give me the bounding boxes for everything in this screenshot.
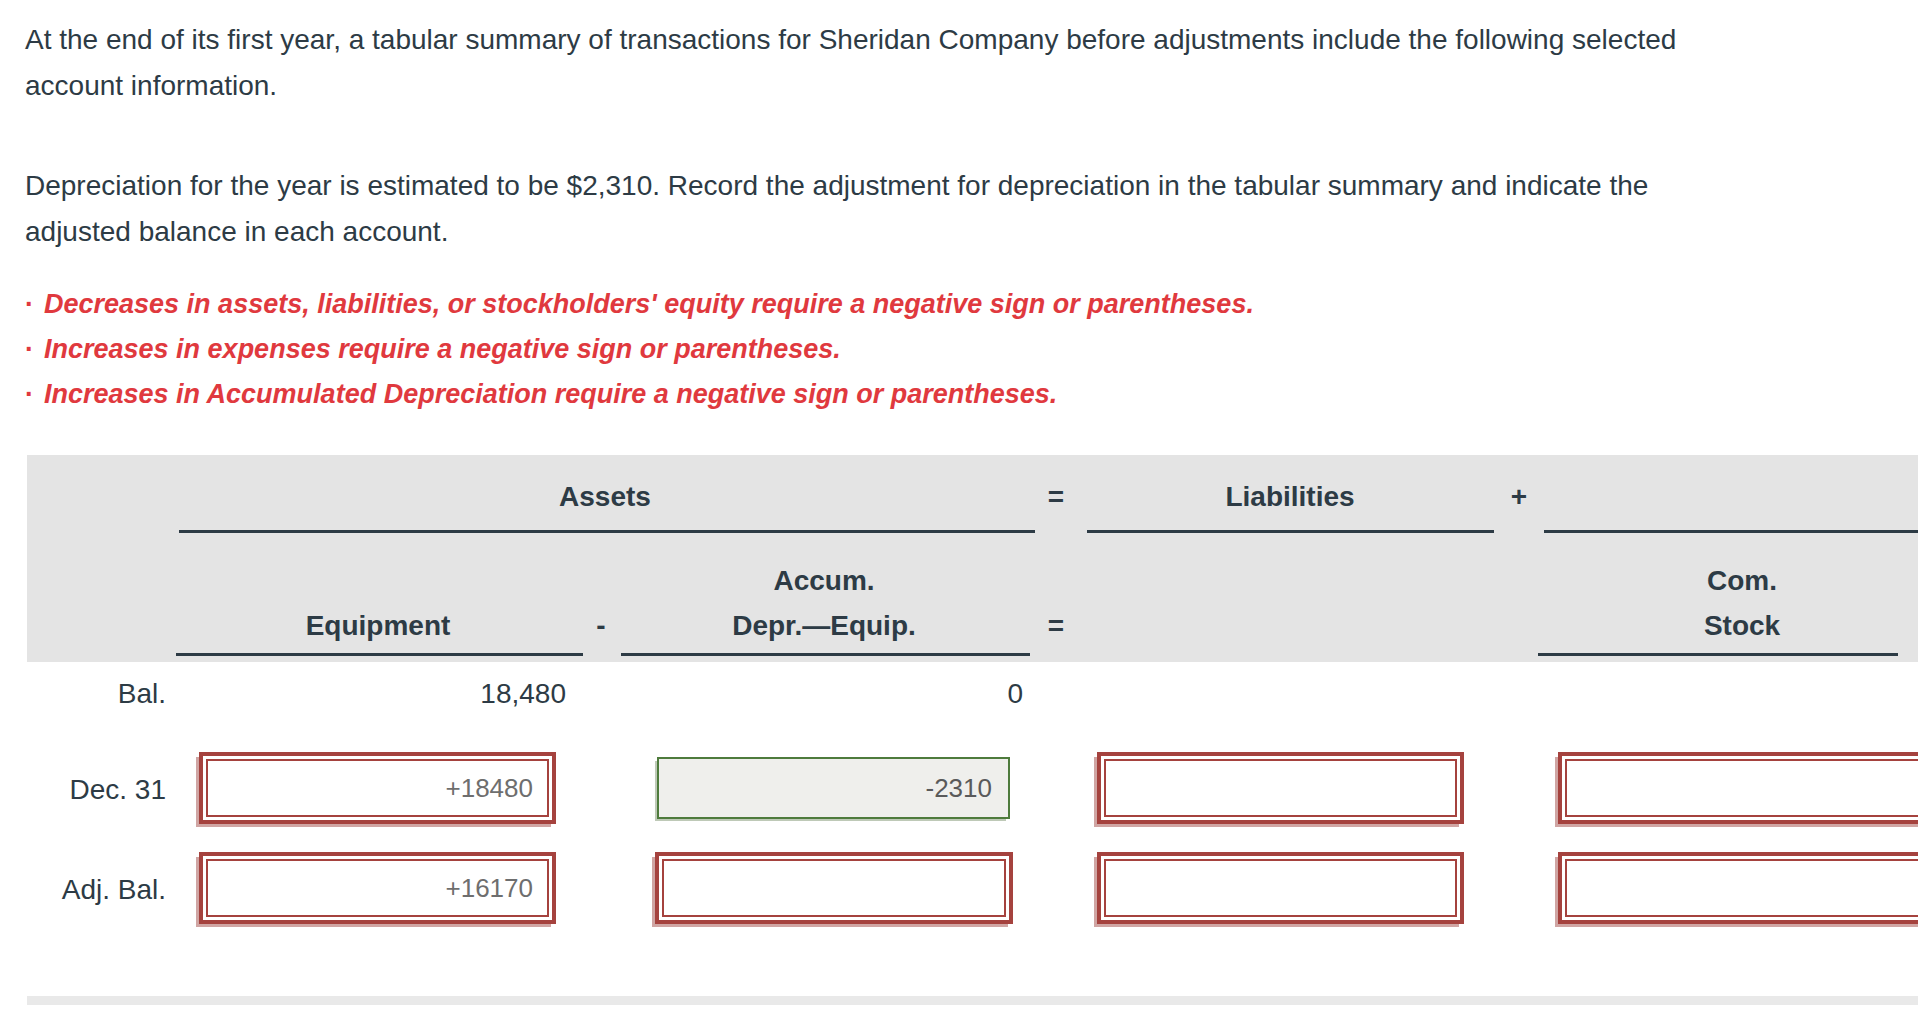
accum-depr-header-line2: Depr.—Equip.: [732, 610, 916, 642]
liabilities-header: Liabilities: [1225, 481, 1354, 513]
instruction-text: Increases in expenses require a negative…: [44, 334, 841, 364]
instruction-item: · Decreases in assets, liabilities, or st…: [25, 282, 1254, 327]
instruction-list: · Decreases in assets, liabilities, or st…: [25, 282, 1254, 417]
equity-group-underline: [1544, 530, 1918, 533]
adj-accum-depr-error-ring: [655, 852, 1013, 924]
instruction-text: Increases in Accumulated Depreciation re…: [44, 379, 1057, 409]
liabilities-group-underline: [1087, 530, 1494, 533]
com-stock-underline: [1538, 653, 1898, 656]
equals-sign-row2: =: [1048, 610, 1064, 642]
assets-group-underline: [179, 530, 1035, 533]
assignment-page: At the end of its first year, a tabular …: [0, 0, 1918, 1010]
row-label-adj-bal: Adj. Bal.: [30, 874, 166, 906]
dec31-liabilities-error-ring: [1097, 752, 1464, 824]
dec31-equipment-input[interactable]: [206, 759, 549, 817]
bullet-dot: ·: [25, 334, 34, 364]
com-stock-header-line1: Com.: [1707, 565, 1777, 597]
bullet-dot: ·: [25, 379, 34, 409]
adj-liabilities-input[interactable]: [1104, 859, 1457, 917]
dec31-com-stock-input[interactable]: [1565, 759, 1918, 817]
accum-depr-header-line1: Accum.: [773, 565, 874, 597]
adj-liabilities-error-ring: [1097, 852, 1464, 924]
adj-equipment-input[interactable]: [206, 859, 549, 917]
assets-header: Assets: [559, 481, 651, 513]
instruction-item: · Increases in expenses require a negativ…: [25, 327, 1254, 372]
problem-statement-1: At the end of its first year, a tabular …: [25, 17, 1676, 109]
instruction-item: · Increases in Accumulated Depreciation r…: [25, 372, 1254, 417]
bal-equipment-value: 18,480: [200, 678, 566, 710]
equipment-header: Equipment: [306, 610, 451, 642]
adj-com-stock-error-ring: [1558, 852, 1918, 924]
equipment-underline: [176, 653, 583, 656]
text-line: Depreciation for the year is estimated t…: [25, 163, 1648, 209]
equation-header: Assets = Liabilities + Accum. Equipment …: [27, 455, 1918, 662]
dec31-com-stock-error-ring: [1558, 752, 1918, 824]
plus-sign: +: [1511, 481, 1527, 513]
problem-statement-2: Depreciation for the year is estimated t…: [25, 163, 1648, 255]
adj-com-stock-input[interactable]: [1565, 859, 1918, 917]
row-label-bal: Bal.: [30, 678, 166, 710]
bal-accum-depr-value: 0: [657, 678, 1023, 710]
minus-sign: -: [596, 610, 605, 642]
section-divider: [27, 996, 1918, 1005]
equals-sign: =: [1048, 481, 1064, 513]
com-stock-header-line2: Stock: [1704, 610, 1780, 642]
dec31-accum-depr-input[interactable]: [657, 757, 1010, 819]
adj-equipment-error-ring: [199, 852, 556, 924]
bullet-dot: ·: [25, 289, 34, 319]
adj-accum-depr-input[interactable]: [662, 859, 1006, 917]
dec31-equipment-error-ring: [199, 752, 556, 824]
dec31-liabilities-input[interactable]: [1104, 759, 1457, 817]
text-line: At the end of its first year, a tabular …: [25, 17, 1676, 63]
text-line: adjusted balance in each account.: [25, 209, 1648, 255]
instruction-text: Decreases in assets, liabilities, or sto…: [44, 289, 1254, 319]
row-label-dec31: Dec. 31: [30, 774, 166, 806]
accum-depr-underline: [621, 653, 1030, 656]
text-line: account information.: [25, 63, 1676, 109]
